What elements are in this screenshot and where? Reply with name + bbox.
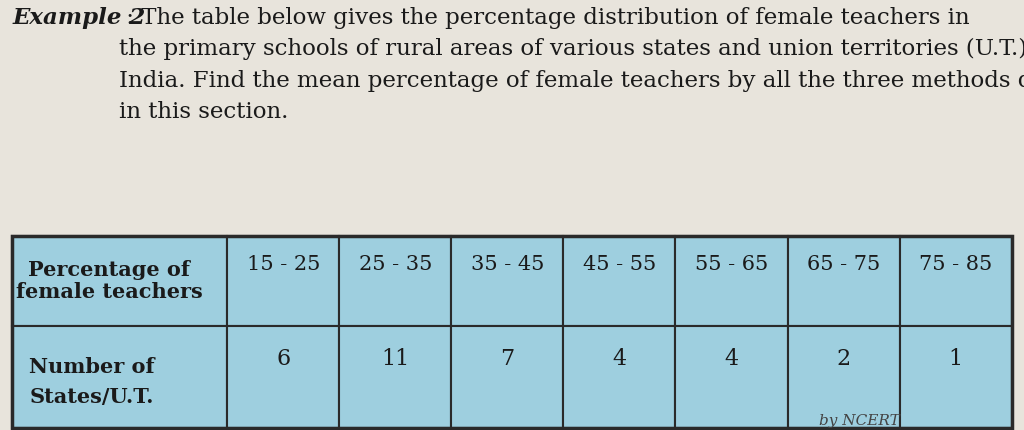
- Bar: [339, 326, 452, 428]
- Bar: [563, 236, 676, 326]
- Text: 65 - 75: 65 - 75: [807, 255, 881, 274]
- Text: 2: 2: [837, 348, 851, 370]
- Text: States/U.T.: States/U.T.: [30, 387, 154, 408]
- Text: 35 - 45: 35 - 45: [471, 255, 544, 274]
- Text: female teachers: female teachers: [15, 282, 203, 302]
- Bar: [339, 236, 452, 326]
- Bar: [227, 326, 339, 428]
- Text: 6: 6: [276, 348, 290, 370]
- Text: Number of: Number of: [30, 357, 155, 377]
- Bar: [12, 236, 227, 326]
- Bar: [452, 236, 563, 326]
- Bar: [787, 236, 900, 326]
- Bar: [676, 326, 787, 428]
- Bar: [787, 326, 900, 428]
- Bar: [452, 326, 563, 428]
- Text: 25 - 35: 25 - 35: [358, 255, 432, 274]
- Bar: [900, 236, 1012, 326]
- Text: 4: 4: [612, 348, 627, 370]
- Text: 7: 7: [501, 348, 514, 370]
- Text: 11: 11: [381, 348, 410, 370]
- Text: Percentage of: Percentage of: [28, 260, 189, 280]
- Text: : The table below gives the percentage distribution of female teachers in
the pr: : The table below gives the percentage d…: [119, 7, 1024, 123]
- Text: 4: 4: [724, 348, 738, 370]
- Bar: [900, 326, 1012, 428]
- Text: 45 - 55: 45 - 55: [583, 255, 656, 274]
- Text: by NCERT: by NCERT: [819, 414, 900, 428]
- Text: 55 - 65: 55 - 65: [695, 255, 768, 274]
- Text: 75 - 85: 75 - 85: [920, 255, 992, 274]
- Text: 1: 1: [948, 348, 963, 370]
- Bar: [563, 326, 676, 428]
- Bar: [676, 236, 787, 326]
- Bar: [227, 236, 339, 326]
- Bar: [12, 326, 227, 428]
- Text: 15 - 25: 15 - 25: [247, 255, 319, 274]
- Text: Example 2: Example 2: [12, 7, 145, 29]
